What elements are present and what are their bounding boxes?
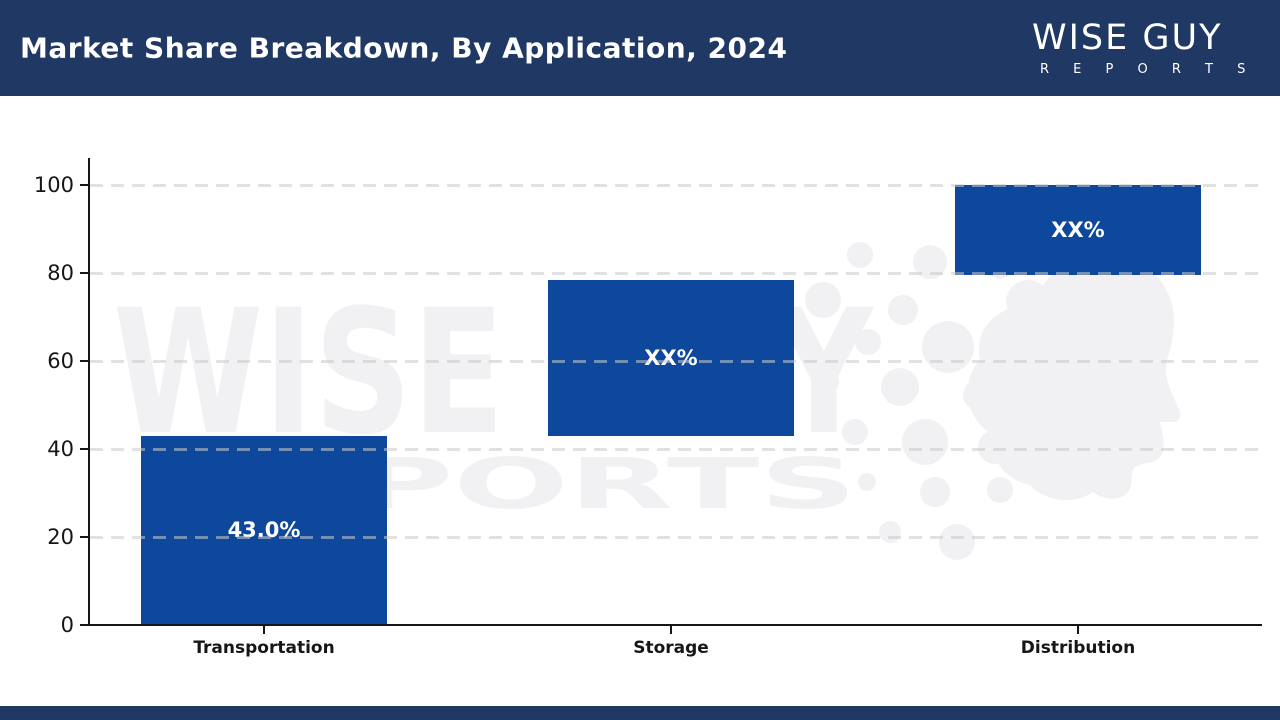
bar: XX%: [955, 185, 1201, 276]
x-tick: [1077, 626, 1079, 634]
y-tick: [80, 360, 88, 362]
gridline: [90, 184, 1260, 187]
logo-head-icon: [1176, 12, 1272, 94]
logo-wordmark: WISE GUY: [1032, 18, 1223, 58]
y-axis-line: [88, 158, 90, 626]
header-bar: Market Share Breakdown, By Application, …: [0, 0, 1280, 96]
x-category-label: Distribution: [1020, 638, 1136, 658]
gridline: [90, 272, 1260, 275]
x-axis-line: [88, 624, 1262, 626]
bar: XX%: [548, 279, 794, 436]
plot-area: WISE GUY REPORTS 43.0% XX% XX% 0 20: [0, 96, 1280, 706]
y-tick-label: 80: [47, 261, 74, 285]
gridline: [90, 536, 1260, 539]
y-tick-label: 20: [47, 525, 74, 549]
bar-value-label: XX%: [644, 345, 698, 370]
y-tick: [80, 184, 88, 186]
x-category-label: Storage: [633, 638, 709, 658]
x-tick: [263, 626, 265, 634]
bar-value-label: XX%: [1051, 218, 1105, 243]
y-tick-label: 40: [47, 437, 74, 461]
y-tick-label: 100: [33, 173, 74, 197]
bar: 43.0%: [141, 435, 387, 625]
y-tick: [80, 272, 88, 274]
gridline: [90, 360, 1260, 363]
logo-subtext: R E P O R T S: [1040, 62, 1256, 77]
x-tick: [670, 626, 672, 634]
y-tick-label: 0: [60, 613, 74, 637]
y-tick: [80, 448, 88, 450]
x-category-label: Transportation: [193, 638, 335, 658]
y-tick-label: 60: [47, 349, 74, 373]
gridline: [90, 448, 1260, 451]
y-tick: [80, 536, 88, 538]
y-tick: [80, 624, 88, 626]
footer-bar: [0, 706, 1280, 720]
page-title: Market Share Breakdown, By Application, …: [20, 31, 788, 65]
wise-guy-logo: WISE GUY R E P O R T S: [1010, 10, 1266, 88]
